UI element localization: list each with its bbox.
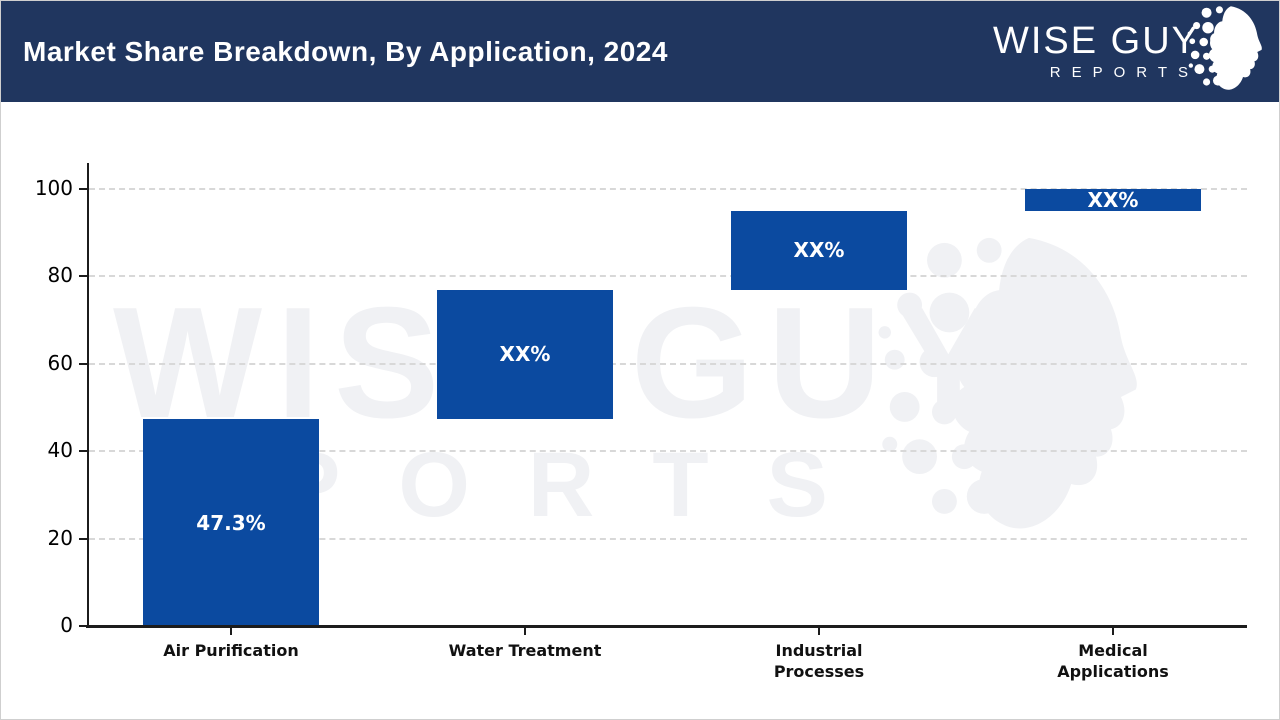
x-axis-label-2: Industrial Processes bbox=[773, 641, 865, 681]
bar-value-label: 47.3% bbox=[196, 510, 266, 535]
x-axis-label-3: Medical Applications bbox=[1057, 641, 1169, 681]
x-axis-tick-0 bbox=[230, 628, 232, 635]
y-axis-line bbox=[87, 163, 89, 627]
bar-value-label: XX% bbox=[1087, 187, 1139, 212]
y-axis-tick-80 bbox=[79, 275, 88, 278]
chart-title: Market Share Breakdown, By Application, … bbox=[23, 35, 668, 67]
y-axis-tick-0 bbox=[79, 625, 88, 627]
bar-water-treatment[interactable]: XX% bbox=[437, 289, 613, 420]
gridline-40 bbox=[89, 450, 1247, 453]
x-axis-tick-1 bbox=[524, 628, 526, 635]
y-axis-tick-60 bbox=[79, 362, 88, 365]
y-axis-label-40: 40 bbox=[47, 438, 73, 463]
bar-air-purification[interactable]: 47.3% bbox=[143, 419, 319, 626]
gridline-80 bbox=[89, 275, 1247, 278]
logo-text: WISE GUY REPORTS bbox=[993, 22, 1199, 81]
y-axis-tick-40 bbox=[79, 450, 88, 453]
y-axis-label-0: 0 bbox=[60, 613, 73, 637]
x-axis-tick-2 bbox=[818, 628, 820, 635]
y-axis-tick-20 bbox=[79, 537, 88, 540]
logo-wordmark: WISE GUY bbox=[992, 20, 1199, 62]
header-banner: Market Share Breakdown, By Application, … bbox=[1, 1, 1280, 102]
gridline-20 bbox=[89, 537, 1247, 540]
x-axis-label-1: Water Treatment bbox=[448, 641, 602, 660]
logo-subtitle: REPORTS bbox=[1049, 64, 1199, 81]
gridline-60 bbox=[89, 362, 1247, 365]
bar-industrial-processes[interactable]: XX% bbox=[731, 210, 907, 290]
bar-value-label: XX% bbox=[499, 342, 551, 367]
y-axis-label-100: 100 bbox=[34, 176, 73, 200]
y-axis-label-80: 80 bbox=[47, 263, 73, 288]
wise-guy-logo: WISE GUY REPORTS bbox=[993, 2, 1280, 102]
y-axis-tick-100 bbox=[79, 188, 88, 190]
x-axis-line bbox=[86, 625, 1247, 628]
y-axis-label-60: 60 bbox=[47, 350, 73, 375]
bar-medical-applications[interactable]: XX% bbox=[1025, 187, 1201, 212]
x-axis-label-0: Air Purification bbox=[163, 641, 299, 660]
bar-value-label: XX% bbox=[793, 238, 845, 263]
gridline-100 bbox=[89, 188, 1247, 190]
y-axis-label-20: 20 bbox=[47, 525, 73, 550]
x-axis-tick-3 bbox=[1112, 628, 1114, 635]
